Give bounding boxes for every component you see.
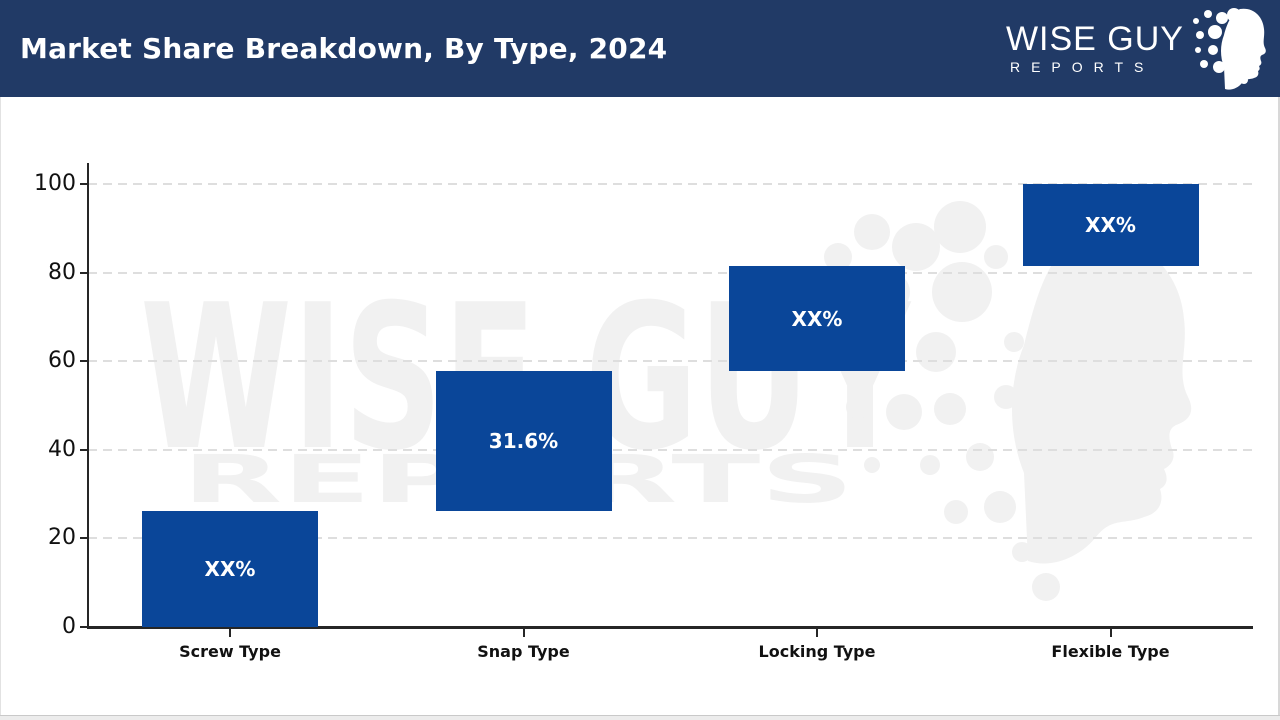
y-tick-mark-40 <box>80 448 88 451</box>
x-tick-mark-flexible-type <box>1109 629 1112 637</box>
bar-screw-type: XX% <box>142 510 318 627</box>
logo-name: WISE GUY <box>1005 20 1184 58</box>
page-right-border <box>1278 97 1280 720</box>
page-title: Market Share Breakdown, By Type, 2024 <box>20 32 668 65</box>
y-axis-spine <box>87 163 89 629</box>
gridline-60 <box>88 360 1253 363</box>
y-tick-label-0: 0 <box>62 614 76 639</box>
header-bar: Market Share Breakdown, By Type, 2024 WI… <box>0 0 1280 97</box>
bar-value-label: XX% <box>204 556 256 581</box>
y-tick-label-100: 100 <box>34 171 76 196</box>
logo-text: WISE GUY REPORTS <box>1006 22 1184 75</box>
bar-value-label: XX% <box>1085 213 1136 238</box>
footer-strip <box>0 715 1280 720</box>
wise-guy-logo: WISE GUY REPORTS <box>1006 5 1266 93</box>
gridline-100 <box>88 183 1253 185</box>
x-tick-mark-screw-type <box>229 629 231 637</box>
y-tick-label-60: 60 <box>48 348 76 374</box>
bar-value-label: XX% <box>791 306 843 331</box>
y-tick-mark-20 <box>80 537 88 540</box>
bar-value-label: 31.6% <box>488 428 559 453</box>
page-left-border <box>0 97 1 720</box>
logo-subtitle: REPORTS <box>1009 59 1155 75</box>
gridline-40 <box>88 448 1253 451</box>
bar-locking-type: XX% <box>729 266 905 371</box>
x-tick-label-flexible-type: Flexible Type <box>1051 642 1170 661</box>
x-tick-mark-locking-type <box>816 629 818 637</box>
y-tick-label-20: 20 <box>48 525 76 551</box>
x-tick-label-snap-type: Snap Type <box>477 642 570 661</box>
gridline-20 <box>88 537 1253 540</box>
y-tick-mark-0 <box>80 626 88 628</box>
y-tick-mark-60 <box>80 360 88 363</box>
y-tick-mark-100 <box>80 183 88 185</box>
gridline-80 <box>88 271 1253 274</box>
x-tick-mark-snap-type <box>522 629 525 637</box>
logo-face-icon <box>1193 7 1266 90</box>
y-tick-mark-80 <box>80 271 88 274</box>
y-tick-label-80: 80 <box>48 259 76 285</box>
x-tick-label-screw-type: Screw Type <box>179 642 281 661</box>
x-tick-label-locking-type: Locking Type <box>758 642 876 661</box>
bar-flexible-type: XX% <box>1022 184 1199 267</box>
bar-snap-type: 31.6% <box>435 370 612 511</box>
x-axis-spine <box>87 626 1253 629</box>
y-tick-label-40: 40 <box>48 436 76 462</box>
